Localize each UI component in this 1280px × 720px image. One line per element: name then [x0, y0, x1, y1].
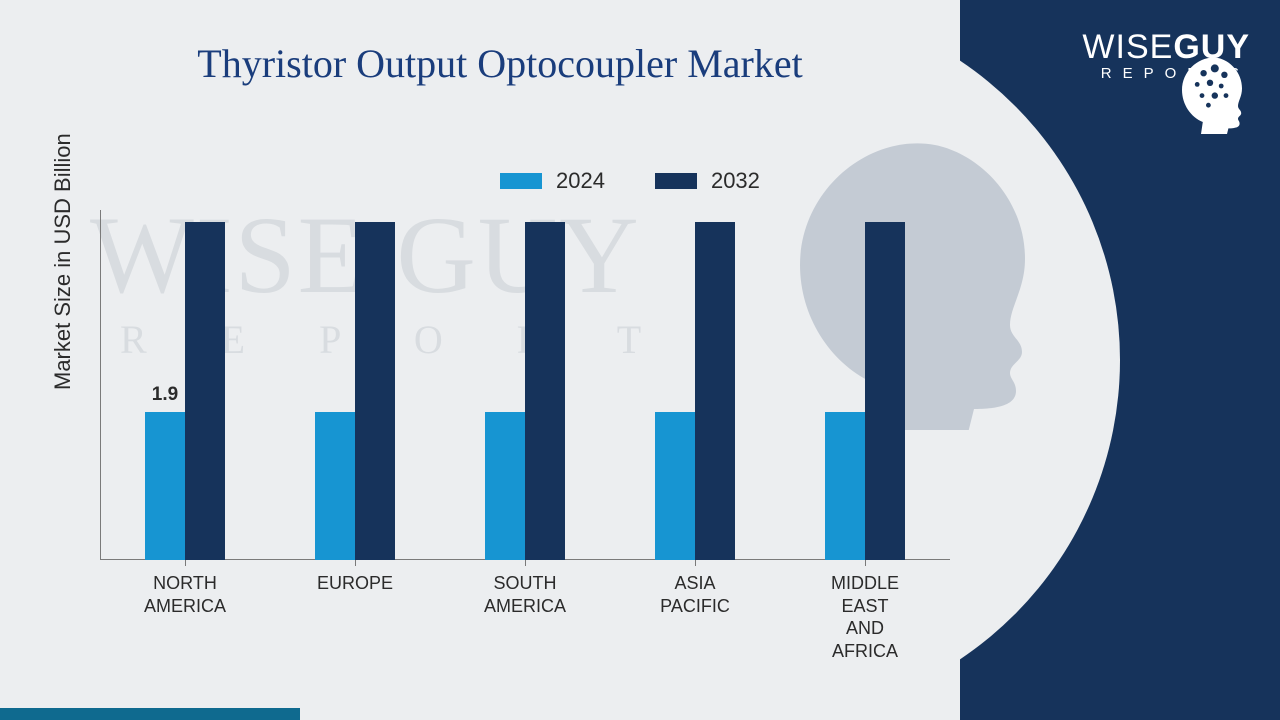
brand-head-icon: [1170, 54, 1250, 134]
category-label: EUROPE: [290, 572, 420, 595]
bar-2032: [525, 222, 565, 560]
bar-2024: [315, 412, 355, 560]
chart-title: Thyristor Output Optocoupler Market: [120, 40, 880, 87]
bar-group: SOUTHAMERICA: [485, 222, 565, 560]
bar-2032: [695, 222, 735, 560]
legend-label-2032: 2032: [711, 168, 760, 194]
legend-swatch-2024: [500, 173, 542, 189]
x-tick: [355, 560, 356, 566]
bar-2024: [825, 412, 865, 560]
legend-item-2032: 2032: [655, 168, 760, 194]
x-tick: [865, 560, 866, 566]
y-axis-line: [100, 210, 101, 560]
category-label: SOUTHAMERICA: [460, 572, 590, 617]
legend: 2024 2032: [500, 168, 760, 194]
legend-label-2024: 2024: [556, 168, 605, 194]
category-label: NORTHAMERICA: [120, 572, 250, 617]
brand-word1: WISE: [1082, 28, 1173, 66]
bar-2032: [355, 222, 395, 560]
bar-value-label: 1.9: [152, 384, 178, 406]
bar-2024: [485, 412, 525, 560]
category-label: ASIAPACIFIC: [630, 572, 760, 617]
legend-swatch-2032: [655, 173, 697, 189]
x-tick: [185, 560, 186, 566]
brand-logo: WISEGUY REPORTS: [1082, 28, 1250, 82]
y-axis-label: Market Size in USD Billion: [50, 133, 76, 390]
bar-group: EUROPE: [315, 222, 395, 560]
x-tick: [525, 560, 526, 566]
bar-group: MIDDLEEASTANDAFRICA: [825, 222, 905, 560]
x-tick: [695, 560, 696, 566]
bar-group: ASIAPACIFIC: [655, 222, 735, 560]
bar-2024: [145, 412, 185, 560]
bar-2032: [865, 222, 905, 560]
accent-bar: [0, 708, 300, 720]
legend-item-2024: 2024: [500, 168, 605, 194]
chart-canvas: WISE GUY R E P O R T S Thyristor Output …: [0, 0, 1280, 720]
category-label: MIDDLEEASTANDAFRICA: [800, 572, 930, 662]
bar-2024: [655, 412, 695, 560]
bar-2032: [185, 222, 225, 560]
plot-area: NORTHAMERICAEUROPESOUTHAMERICAASIAPACIFI…: [100, 210, 950, 560]
